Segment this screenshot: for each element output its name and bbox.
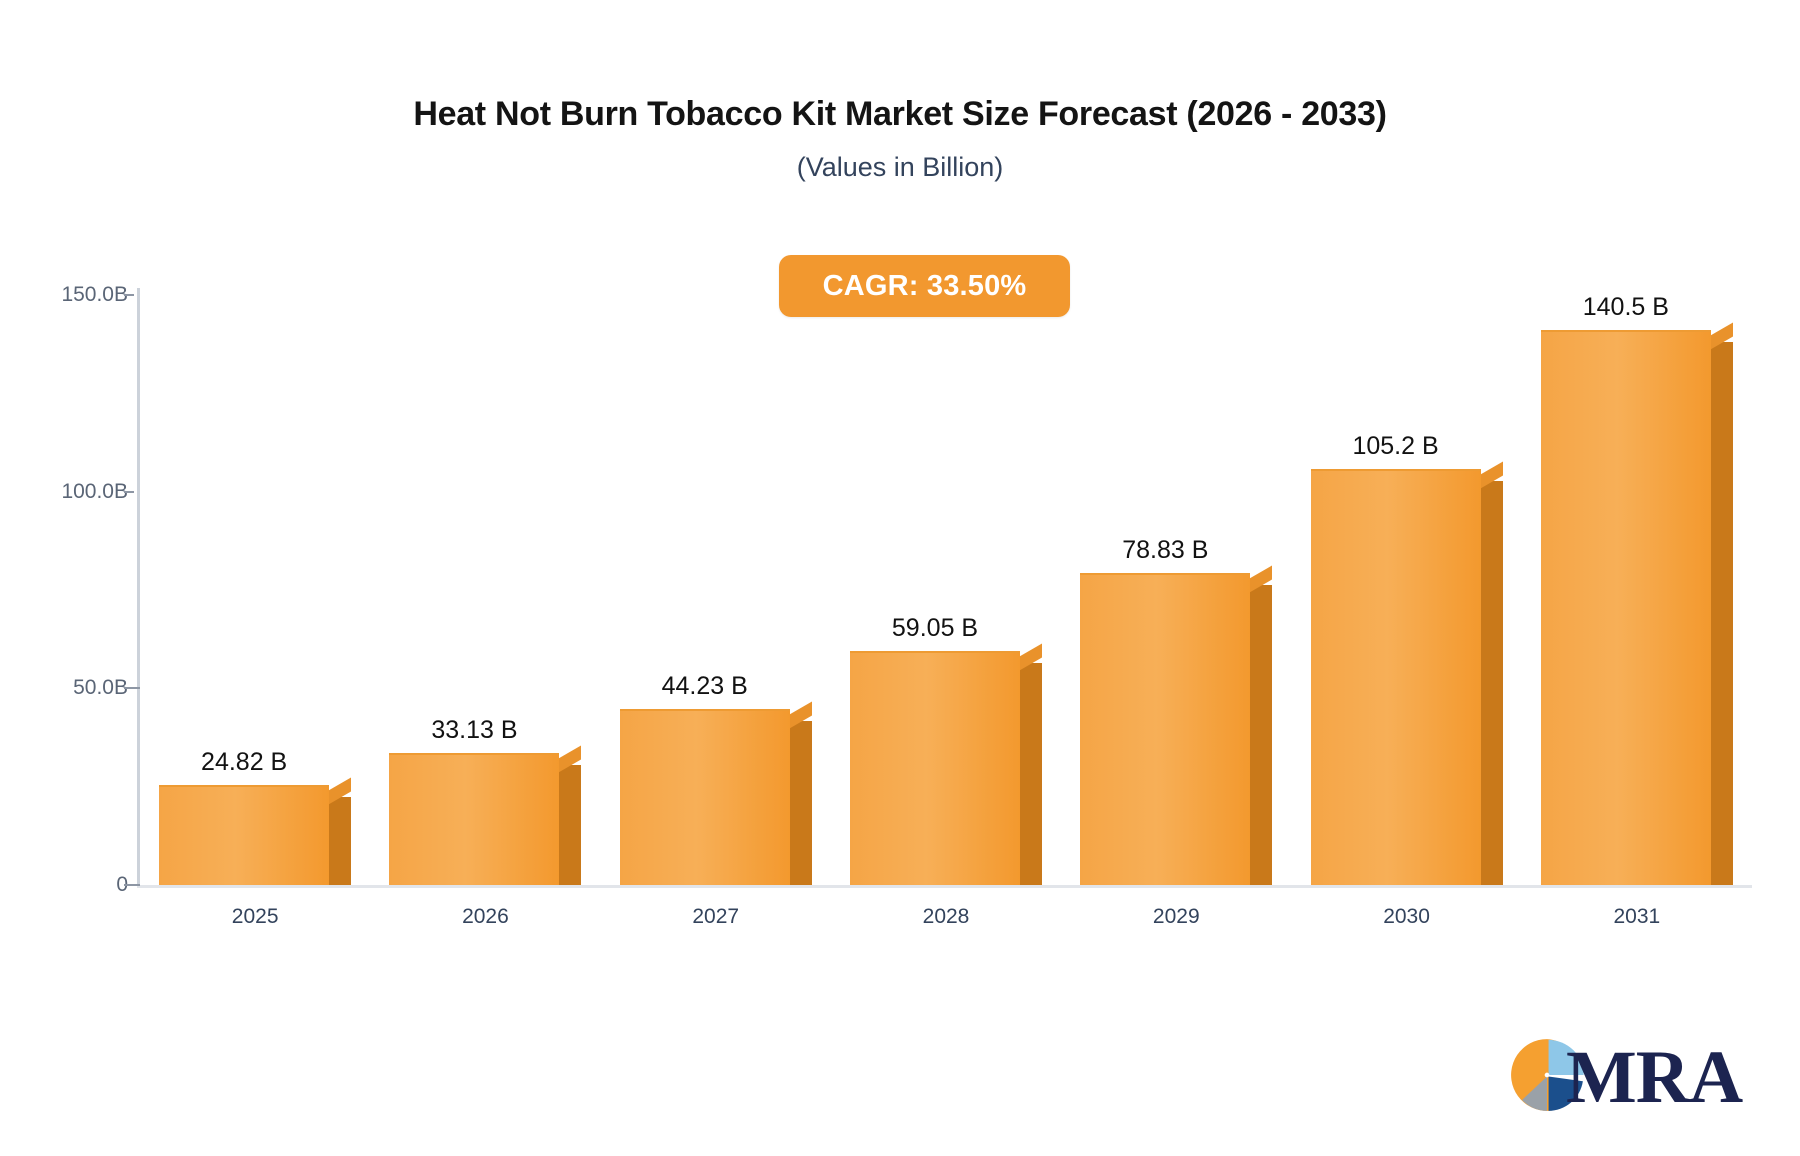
- chart-subtitle: (Values in Billion): [796, 152, 1004, 183]
- bar-value-label: 140.5 B: [1582, 293, 1669, 322]
- x-axis-tick-label: 2030: [1383, 905, 1430, 928]
- bar: 78.83 B: [1080, 536, 1273, 885]
- x-axis-tick-label: 2025: [231, 905, 279, 928]
- bar-front-face: [1310, 469, 1481, 885]
- y-axis-tick-mark: [124, 490, 134, 493]
- bar-side-face: [559, 764, 582, 885]
- bar-front-face: [159, 785, 330, 885]
- y-axis-tick-mark: [124, 687, 140, 690]
- x-axis-tick-label: 2031: [1613, 905, 1661, 928]
- bar-side-face: [1480, 481, 1503, 885]
- x-axis-tick-label: 2026: [462, 905, 509, 928]
- bar-front-face: [619, 709, 790, 885]
- bar: 140.5 B: [1540, 293, 1733, 885]
- x-axis-tick-label: 2029: [1152, 905, 1200, 928]
- bar-value-label: 24.82 B: [201, 748, 288, 777]
- bar-front-face: [1540, 330, 1711, 885]
- bar-side-face: [1710, 342, 1733, 885]
- bar-front-face: [389, 752, 560, 885]
- bar-side-face: [1250, 584, 1273, 885]
- bar-value-label: 78.83 B: [1122, 535, 1209, 564]
- x-axis-tick-label: 2028: [922, 905, 970, 928]
- y-axis-tick-label: 100.0B: [61, 479, 128, 503]
- page-title: Heat Not Burn Tobacco Kit Market Size Fo…: [413, 95, 1387, 133]
- pie-chart-icon: [1508, 1036, 1586, 1119]
- mra-logo: MRA: [1508, 1036, 1743, 1119]
- cagr-badge-label: CAGR: 33.50%: [822, 269, 1027, 302]
- bar: 24.82 B: [159, 748, 352, 885]
- y-axis-tick-label: 150.0B: [61, 283, 128, 306]
- y-axis-tick-mark: [124, 884, 140, 886]
- y-axis-tick-label: 0: [116, 873, 128, 896]
- bar: 33.13 B: [389, 716, 582, 885]
- bar-side-face: [1020, 662, 1042, 885]
- logo-text: MRA: [1566, 1036, 1743, 1119]
- bar: 105.2 B: [1310, 432, 1503, 885]
- bar-side-face: [789, 721, 812, 885]
- bar-value-label: 59.05 B: [891, 613, 979, 642]
- bar-value-label: 33.13 B: [431, 715, 518, 744]
- bar-value-label: 44.23 B: [661, 672, 748, 701]
- x-axis-line: [137, 885, 1752, 888]
- bar-value-label: 105.2 B: [1352, 432, 1439, 461]
- bar-side-face: [329, 797, 352, 885]
- cagr-badge: CAGR: 33.50%: [779, 255, 1070, 317]
- y-axis-line: [137, 288, 140, 888]
- y-axis-tick-label: 50.0B: [73, 676, 128, 700]
- bar-front-face: [1080, 572, 1251, 885]
- title-block: Heat Not Burn Tobacco Kit Market Size Fo…: [0, 95, 1800, 183]
- y-axis-tick-mark: [124, 294, 134, 296]
- bar-front-face: [850, 650, 1020, 885]
- x-axis-tick-label: 2027: [692, 905, 740, 928]
- bar: 59.05 B: [850, 614, 1042, 885]
- bar: 44.23 B: [619, 672, 812, 885]
